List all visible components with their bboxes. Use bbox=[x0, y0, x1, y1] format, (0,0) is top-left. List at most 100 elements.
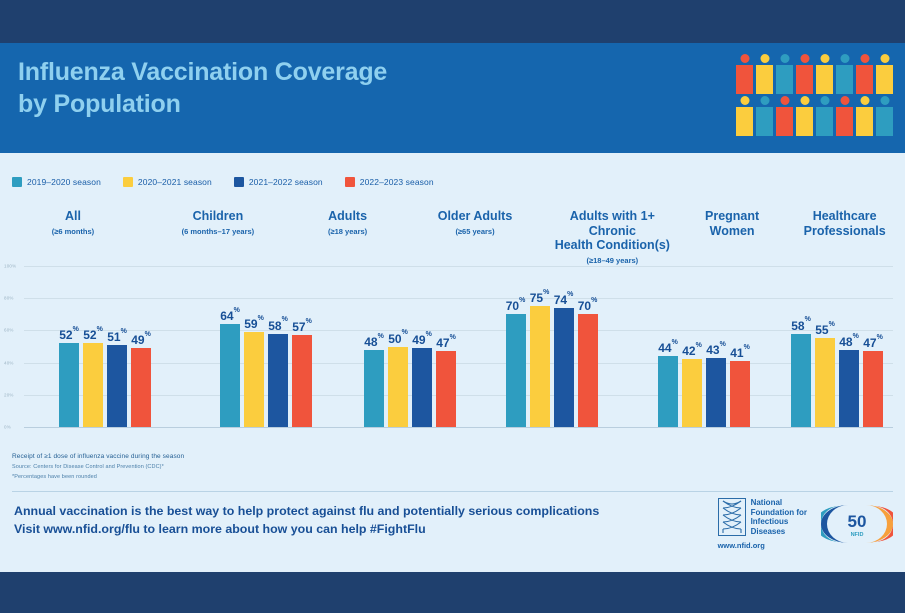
bar-6-4[interactable]: 47% bbox=[863, 266, 883, 442]
bar-value-label: 70% bbox=[505, 297, 526, 314]
category-header-6: Pregnant Women bbox=[680, 209, 784, 266]
nfid-url: www.nfid.org bbox=[717, 541, 765, 551]
legend-label: 2019–2020 season bbox=[27, 177, 101, 187]
gridlines: 100% 80% 60% 40% 20% 0% bbox=[0, 264, 905, 442]
bar-rect bbox=[682, 359, 702, 427]
legend-item-3[interactable]: 2021–2022 season bbox=[233, 177, 323, 187]
bar-value-label: 64% bbox=[220, 306, 240, 323]
gridline-100 bbox=[24, 266, 893, 267]
bar-value-label: 49% bbox=[412, 330, 432, 348]
bar-1-3[interactable]: 51% bbox=[107, 266, 127, 442]
footnote-primary: Receipt of ≥1 dose of influenza vaccine … bbox=[12, 453, 185, 460]
bar-rect bbox=[388, 346, 408, 427]
person-icon bbox=[736, 54, 753, 94]
bar-rect bbox=[107, 344, 127, 427]
bar-group-1: 52% 52% 51% 49% bbox=[24, 266, 186, 442]
category-title: Healthcare Professionals bbox=[803, 209, 886, 238]
bar-rect bbox=[505, 314, 526, 427]
bar-value-label: 52% bbox=[83, 326, 103, 343]
top-band bbox=[0, 0, 905, 43]
chart-legend: 2019–2020 season 2020–2021 season 2021–202… bbox=[12, 177, 434, 187]
bar-rect bbox=[59, 343, 79, 427]
bar-value-label: 52% bbox=[59, 326, 79, 343]
person-icon bbox=[876, 96, 893, 136]
logo-group: National Foundation for Infectious Disea… bbox=[717, 498, 893, 551]
bar-4-1[interactable]: 70% bbox=[505, 266, 526, 442]
bar-value-label: 41% bbox=[730, 343, 750, 360]
nfid-name: National Foundation for Infectious Disea… bbox=[750, 498, 807, 536]
category-title: Children bbox=[192, 209, 244, 223]
category-title: Pregnant Women bbox=[705, 209, 760, 238]
bar-1-2[interactable]: 52% bbox=[83, 266, 103, 442]
bar-4-4[interactable]: 70% bbox=[577, 266, 598, 442]
bar-2-3[interactable]: 58% bbox=[268, 266, 288, 442]
bar-rect bbox=[268, 333, 288, 427]
bar-6-3[interactable]: 48% bbox=[839, 266, 859, 442]
legend-swatch-icon bbox=[122, 177, 133, 187]
person-icon bbox=[816, 96, 833, 136]
category-headers: All (≥6 months) Children (6 months–17 years… bbox=[0, 209, 905, 266]
bar-rect bbox=[839, 349, 859, 427]
bar-value-label: 51% bbox=[107, 327, 127, 344]
category-title: Adults bbox=[328, 209, 368, 223]
bar-value-label: 55% bbox=[815, 321, 835, 338]
bar-3-2[interactable]: 50% bbox=[388, 266, 408, 442]
person-icon bbox=[736, 96, 753, 136]
bar-5-2[interactable]: 42% bbox=[682, 266, 702, 442]
bar-group-3: 48% 50% 49% 47% bbox=[346, 266, 474, 442]
bar-1-1[interactable]: 52% bbox=[59, 266, 79, 442]
bar-6-2[interactable]: 55% bbox=[815, 266, 835, 442]
legend-label: 2021–2022 season bbox=[248, 177, 323, 187]
bar-5-4[interactable]: 41% bbox=[730, 266, 750, 442]
person-icon bbox=[836, 96, 853, 136]
legend-swatch-icon bbox=[344, 177, 355, 187]
bar-groups: 52% 52% 51% 49% 64% 59% 58% 57% 48% 50% 49% 47% 70% 7… bbox=[24, 266, 893, 442]
bar-3-1[interactable]: 48% bbox=[364, 266, 384, 442]
category-subtitle: (≥6 months) bbox=[51, 226, 95, 236]
bar-1-4[interactable]: 49% bbox=[131, 266, 151, 442]
bar-group-4: 70% 75% 74% 70% bbox=[474, 266, 629, 442]
bar-5-3[interactable]: 43% bbox=[706, 266, 726, 442]
category-header-5: Adults with 1+ Chronic Health Condition(… bbox=[545, 209, 680, 266]
category-header-2: Children (6 months–17 years) bbox=[146, 209, 290, 266]
bar-4-2[interactable]: 75% bbox=[529, 266, 550, 442]
bar-value-label: 59% bbox=[244, 314, 264, 332]
bar-value-label: 47% bbox=[863, 334, 883, 351]
bar-3-3[interactable]: 49% bbox=[412, 266, 432, 442]
legend-swatch-icon bbox=[12, 177, 22, 187]
category-title: All bbox=[64, 209, 81, 223]
bar-value-label: 48% bbox=[364, 332, 384, 349]
bar-rect bbox=[815, 338, 835, 427]
bar-value-label: 44% bbox=[658, 339, 678, 356]
y-axis-tick-label: 80% bbox=[4, 295, 14, 301]
bar-3-4[interactable]: 47% bbox=[436, 266, 456, 442]
bar-5-1[interactable]: 44% bbox=[658, 266, 678, 442]
person-icon bbox=[836, 54, 853, 94]
bar-group-6: 58% 55% 48% 47% bbox=[779, 266, 895, 442]
bar-2-2[interactable]: 59% bbox=[244, 266, 264, 442]
y-axis-tick-label: 60% bbox=[4, 327, 14, 333]
anniversary-badge-icon: 50 NFID bbox=[821, 502, 893, 546]
bar-4-3[interactable]: 74% bbox=[553, 266, 574, 442]
person-icon bbox=[816, 54, 833, 94]
legend-item-2[interactable]: 2020–2021 season bbox=[122, 177, 212, 187]
y-axis-tick-label: 0% bbox=[4, 424, 11, 430]
gridline-40 bbox=[24, 362, 893, 364]
legend-item-4[interactable]: 2022–2023 season bbox=[344, 177, 434, 187]
bar-group-7: 81%76%81%76% bbox=[895, 266, 905, 442]
category-subtitle: (≥65 years) bbox=[455, 226, 495, 236]
bar-6-1[interactable]: 58% bbox=[791, 266, 811, 442]
bar-rect bbox=[244, 332, 264, 427]
bar-2-1[interactable]: 64% bbox=[220, 266, 240, 442]
legend-label: 2022–2023 season bbox=[359, 177, 434, 187]
bar-2-4[interactable]: 57% bbox=[292, 266, 312, 442]
bar-value-label: 57% bbox=[292, 318, 312, 335]
bar-value-label: 74% bbox=[553, 290, 574, 307]
chart-body: 2019–2020 season 2020–2021 season 2021–202… bbox=[0, 153, 905, 572]
bar-value-label: 75% bbox=[529, 289, 550, 306]
category-header-7: Healthcare Professionals bbox=[784, 209, 905, 266]
category-subtitle: (6 months–17 years) bbox=[181, 226, 255, 236]
legend-item-1[interactable]: 2019–2020 season bbox=[12, 177, 101, 187]
bar-rect bbox=[83, 343, 103, 427]
